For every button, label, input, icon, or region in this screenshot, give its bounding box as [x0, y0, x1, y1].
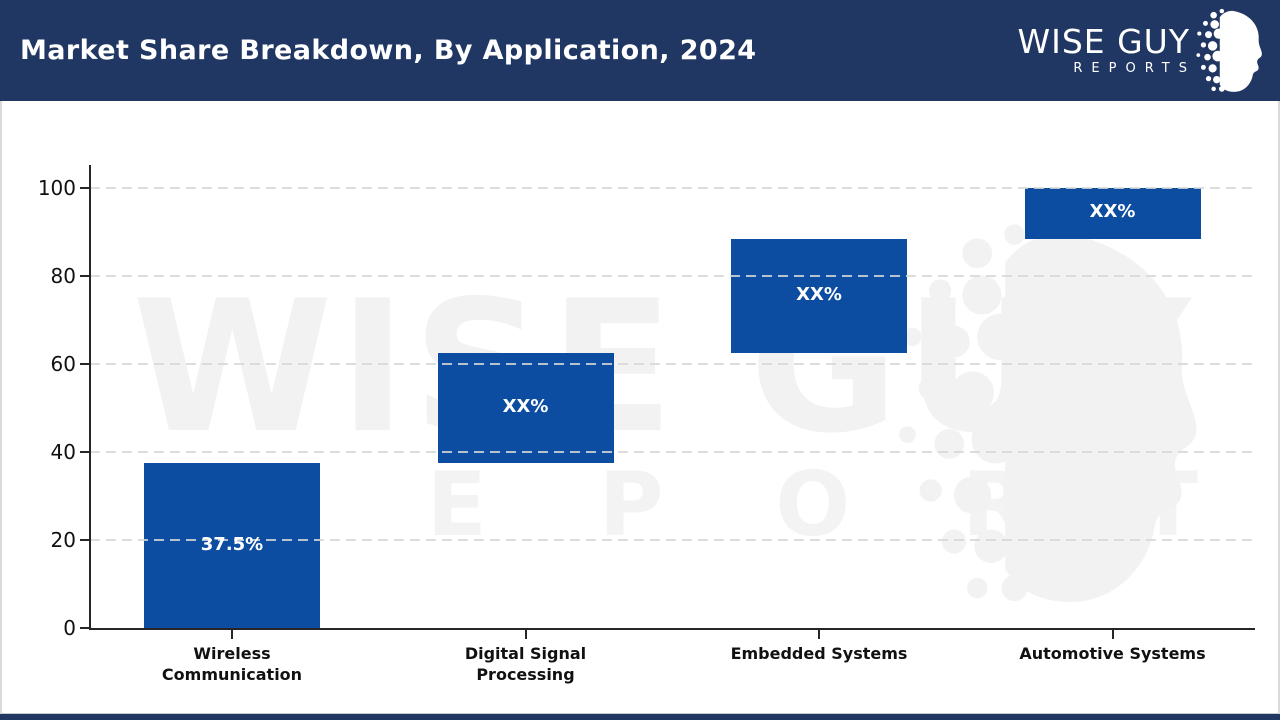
face-profile-dots-icon	[1196, 8, 1262, 92]
bar-segment-0	[144, 463, 320, 628]
y-tick-label: 20	[50, 528, 76, 552]
y-tick-label: 0	[63, 616, 76, 640]
y-tick-label: 40	[50, 440, 76, 464]
bar-segment-1	[437, 353, 614, 463]
y-tick-label: 60	[50, 352, 76, 376]
x-category-label: Automotive Systems	[1019, 644, 1206, 663]
y-axis-line	[89, 165, 91, 630]
y-tick-mark	[80, 363, 89, 365]
x-tick-mark	[231, 630, 233, 639]
wise-guy-reports-logo: WISE GUY REPORTS	[1017, 7, 1266, 95]
x-tick-mark	[524, 630, 527, 639]
gridline-y-60	[90, 363, 1255, 365]
gridline-y-20	[90, 539, 1255, 541]
x-tick-mark	[1111, 630, 1114, 639]
page-title: Market Share Breakdown, By Application, …	[20, 35, 757, 66]
bar-value-label: XX%	[502, 396, 549, 417]
x-tick-mark	[818, 630, 820, 639]
footer-bar	[0, 714, 1280, 720]
y-tick-mark	[80, 275, 89, 277]
y-tick-mark	[80, 539, 89, 541]
y-tick-mark	[80, 187, 89, 189]
x-category-label: Digital Signal Processing	[464, 644, 587, 684]
watermark-text-line1: WISE GUY	[132, 261, 1197, 473]
bar-value-label: XX%	[796, 283, 842, 305]
header-bar: Market Share Breakdown, By Application, …	[0, 0, 1280, 101]
y-tick-label: 100	[37, 176, 76, 200]
logo-wordmark: WISE GUY REPORTS	[1017, 25, 1190, 76]
bar-value-label: 37.5%	[200, 533, 264, 555]
y-tick-mark	[80, 627, 89, 629]
bar-segment-3	[1024, 188, 1201, 239]
y-tick-mark	[80, 451, 89, 453]
x-axis-line	[89, 628, 1255, 630]
gridline-y-100	[90, 187, 1255, 189]
y-tick-label: 80	[50, 264, 76, 288]
x-category-label: Wireless Communication	[161, 644, 303, 684]
bar-value-label: XX%	[1089, 201, 1136, 223]
logo-wordmark-line2: REPORTS	[1073, 60, 1196, 76]
x-category-label: Embedded Systems	[730, 644, 908, 663]
logo-wordmark-line1: WISE GUY	[1017, 22, 1190, 62]
gridline-y-80	[90, 275, 1255, 277]
bar-segment-2	[731, 238, 907, 353]
gridline-y-40	[90, 451, 1255, 453]
